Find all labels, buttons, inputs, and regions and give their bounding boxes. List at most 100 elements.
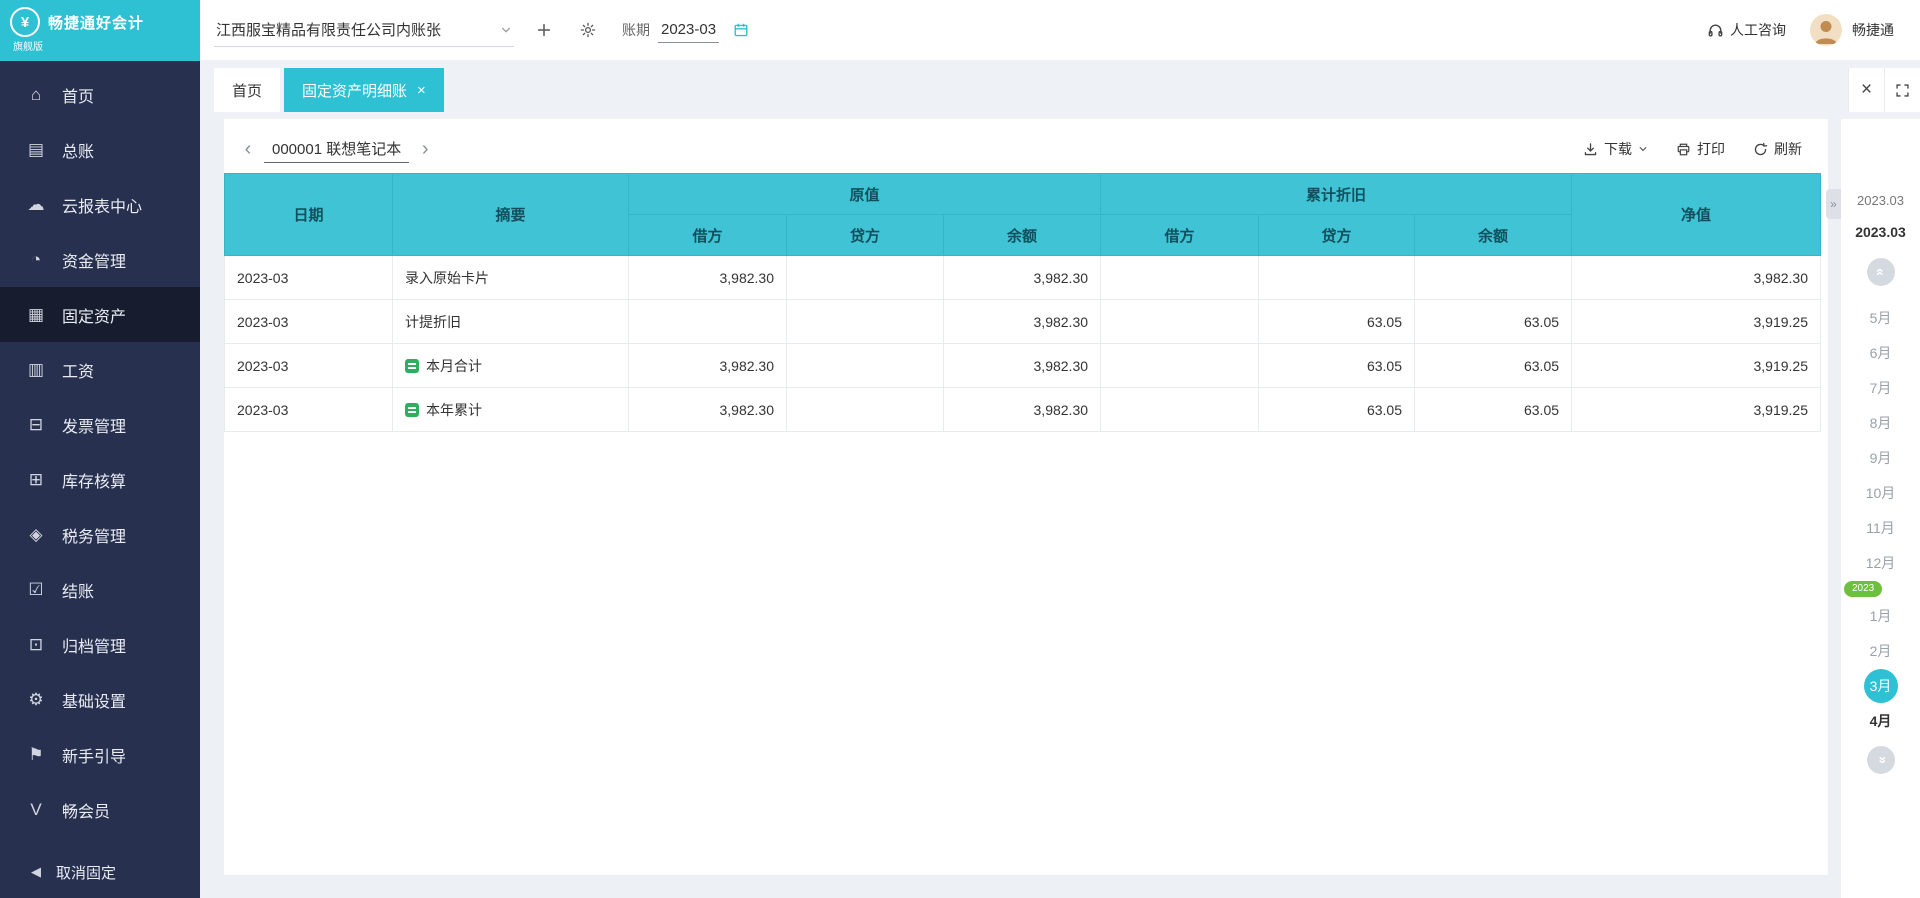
sidebar-item-label: 结账: [62, 583, 95, 601]
sidebar-item-inventory-accounting[interactable]: ⊞ 库存核算: [0, 452, 200, 507]
table-row: 2023-03 本年累计 3,982.30 3,982.30 63.05 63.…: [224, 387, 1821, 432]
refresh-button[interactable]: 刷新: [1753, 139, 1802, 159]
table-row: 2023-03 录入原始卡片 3,982.30 3,982.30 3,982.3…: [224, 255, 1821, 300]
month-item[interactable]: 11月: [1866, 519, 1895, 536]
month-item[interactable]: 1月: [1869, 607, 1892, 624]
inventory-icon: ⊞: [28, 469, 44, 489]
cell-ad-debit: [1100, 299, 1260, 344]
sidebar-item-home[interactable]: ⌂ 首页: [0, 67, 200, 122]
gear-icon: [580, 22, 596, 38]
download-button[interactable]: 下载: [1583, 139, 1648, 159]
topbar-right: 人工咨询 畅捷通: [1707, 14, 1894, 46]
cell-date: 2023-03: [224, 343, 393, 388]
tab-close-icon[interactable]: ×: [417, 81, 426, 99]
col-ov-debit: 借方: [628, 214, 787, 256]
sidebar-item-payroll[interactable]: ▥ 工资: [0, 342, 200, 397]
collapse-timeline-button[interactable]: »: [1826, 189, 1841, 219]
table-row: 2023-03 本月合计 3,982.30 3,982.30 63.05 63.…: [224, 343, 1821, 388]
timeline-period-top[interactable]: 2023.03: [1857, 193, 1904, 208]
fullscreen-button[interactable]: [1884, 68, 1920, 112]
close-icon: ×: [1860, 79, 1873, 100]
tab-fixed-asset-ledger[interactable]: 固定资产明细账 ×: [284, 68, 444, 112]
logo-icon: ¥: [10, 7, 40, 37]
sidebar-item-basic-settings[interactable]: ⚙ 基础设置: [0, 672, 200, 727]
sidebar-item-cloud-report-center[interactable]: ☁ 云报表中心: [0, 177, 200, 232]
next-asset-button[interactable]: ›: [411, 138, 439, 161]
timeline-period-current[interactable]: 2023.03: [1855, 224, 1906, 240]
sidebar-item-label: 固定资产: [62, 308, 127, 326]
sidebar-item-fund-management[interactable]: ◔ 资金管理: [0, 232, 200, 287]
scroll-down-button[interactable]: «: [1866, 746, 1895, 774]
col-ov-credit: 贷方: [786, 214, 944, 256]
summary-text: 本月合计: [426, 357, 482, 374]
chevrons-down-icon: «: [1872, 756, 1889, 764]
calendar-icon[interactable]: [727, 16, 755, 44]
account-settings-button[interactable]: [574, 16, 602, 44]
cell-ov-balance: 3,982.30: [942, 255, 1102, 300]
cell-ad-credit: 63.05: [1258, 343, 1416, 388]
cell-ov-credit: [786, 343, 944, 388]
cell-ov-balance: 3,982.30: [942, 343, 1102, 388]
download-label: 下载: [1604, 141, 1632, 157]
sidebar-item-label: 基础设置: [62, 693, 127, 711]
support-button[interactable]: 人工咨询: [1707, 20, 1786, 40]
cell-ov-debit: [628, 299, 787, 344]
month-item[interactable]: 8月: [1869, 414, 1892, 431]
sidebar-unpin-button[interactable]: ◀ 取消固定: [0, 850, 200, 894]
col-ad-balance: 余额: [1414, 214, 1573, 256]
month-item[interactable]: 10月: [1865, 484, 1896, 501]
sidebar-menu: ⌂ 首页 ▤ 总账 ☁ 云报表中心 ◔ 资金管理 ▦ 固定资产 ▥ 工资: [0, 61, 200, 837]
month-item[interactable]: 6月: [1869, 344, 1892, 361]
ledger-toolbar: ‹ 000001 联想笔记本 › 下载: [224, 119, 1828, 173]
monthly-total-icon: [405, 358, 419, 373]
tab-home[interactable]: 首页: [214, 68, 281, 112]
scroll-up-button[interactable]: «: [1866, 258, 1895, 286]
chevron-left-icon: ‹: [244, 137, 252, 160]
app-edition: 旗舰版: [13, 42, 43, 53]
username[interactable]: 畅捷通: [1852, 22, 1894, 38]
cell-ov-balance: 3,982.30: [942, 387, 1102, 432]
month-item[interactable]: 5月: [1869, 309, 1892, 326]
sidebar-item-label: 云报表中心: [62, 198, 143, 216]
close-button[interactable]: ×: [1848, 68, 1884, 112]
period-value[interactable]: 2023-03: [658, 17, 720, 43]
cell-ad-credit: 63.05: [1258, 387, 1416, 432]
sidebar-item-closing[interactable]: ☑ 结账: [0, 562, 200, 617]
sidebar-item-fixed-assets[interactable]: ▦ 固定资产: [0, 287, 200, 342]
sidebar-item-invoice-management[interactable]: ⊟ 发票管理: [0, 397, 200, 452]
home-icon: ⌂: [30, 84, 42, 104]
month-item[interactable]: 2月: [1869, 642, 1892, 659]
chevron-down-icon: [500, 24, 512, 36]
chevron-right-icon: ›: [421, 137, 429, 160]
period-sidebar: » 2023.03 2023.03 « 5月 6月 7月 8月 9月 10月 1…: [1826, 119, 1920, 898]
avatar[interactable]: [1810, 14, 1842, 46]
month-item[interactable]: 12月: [1865, 554, 1896, 571]
cell-ad-debit: [1100, 387, 1260, 432]
sidebar-item-general-ledger[interactable]: ▤ 总账: [0, 122, 200, 177]
cell-ad-balance: 63.05: [1414, 343, 1573, 388]
company-selector[interactable]: 江西服宝精品有限责任公司内账张: [214, 13, 514, 47]
headset-icon: [1707, 22, 1724, 39]
sidebar-item-label: 发票管理: [62, 418, 127, 436]
prev-asset-button[interactable]: ‹: [234, 138, 262, 161]
asset-selector[interactable]: 000001 联想笔记本: [264, 135, 410, 163]
col-group-accumulated-depreciation: 累计折旧: [1100, 173, 1573, 215]
sidebar-item-beginner-guide[interactable]: ⚑ 新手引导: [0, 727, 200, 782]
col-ov-balance: 余额: [942, 214, 1102, 256]
month-item[interactable]: 9月: [1869, 449, 1892, 466]
sidebar-item-tax-management[interactable]: ◈ 税务管理: [0, 507, 200, 562]
sidebar-item-label: 新手引导: [62, 748, 127, 766]
month-item[interactable]: 7月: [1869, 379, 1892, 396]
cell-summary: 计提折旧: [392, 299, 629, 344]
toolbar-actions: 下载 打印: [1583, 139, 1818, 159]
add-account-button[interactable]: [530, 16, 558, 44]
sidebar-item-archive-management[interactable]: ⊡ 归档管理: [0, 617, 200, 672]
cell-date: 2023-03: [224, 299, 393, 344]
month-item[interactable]: 4月: [1869, 712, 1892, 729]
month-item-selected[interactable]: 3月: [1863, 669, 1898, 703]
sidebar-item-membership[interactable]: V 畅会员: [0, 782, 200, 837]
invoice-icon: ⊟: [28, 414, 44, 434]
print-button[interactable]: 打印: [1676, 139, 1725, 159]
yearly-total-icon: [405, 402, 419, 417]
table-row: 2023-03 计提折旧 3,982.30 63.05 63.05 3,919.…: [224, 299, 1821, 344]
